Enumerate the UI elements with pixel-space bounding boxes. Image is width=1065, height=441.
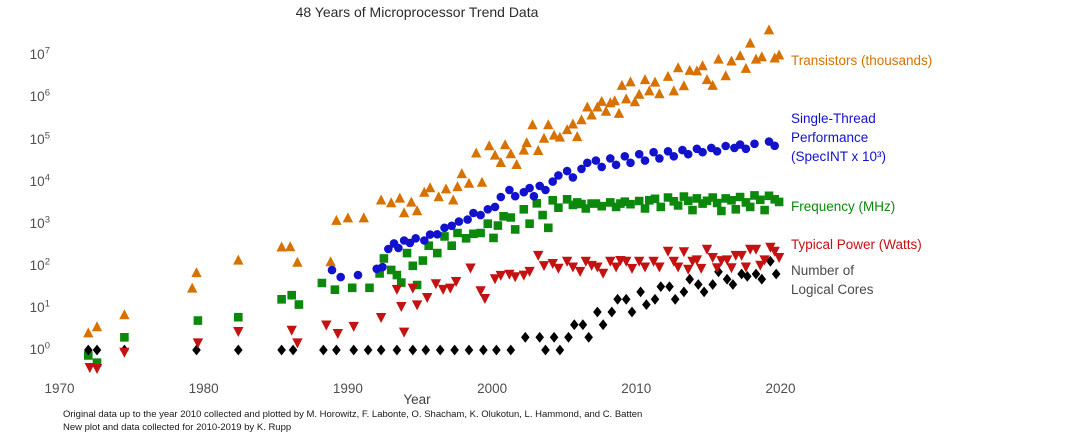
series-single-thread-performance-points [327,137,780,282]
y-tick-label: 107 [29,45,50,63]
x-tick-label: 1970 [44,381,75,396]
legend-frequency: Frequency (MHz) [791,199,896,214]
legend-transistors: Transistors (thousands) [791,53,933,68]
x-tick-label: 1990 [332,381,363,396]
footer-attribution-line1: Original data up to the year 2010 collec… [63,409,643,420]
x-tick-label: 2010 [621,381,652,396]
y-tick-label: 106 [29,87,50,105]
y-tick-label: 101 [29,298,50,315]
series-frequency-points [84,191,784,367]
legend-single-thread-performance: Single-Thread Performance (SpecINT x 10³… [791,111,887,164]
legend-typical-power: Typical Power (Watts) [791,237,922,252]
series-logical-cores-points [84,255,781,356]
y-tick-label: 105 [29,130,50,147]
series-typical-power-points [84,242,785,374]
x-tick-label: 2020 [765,381,796,396]
y-tick-label: 103 [29,214,50,231]
y-tick-label: 100 [29,340,50,357]
x-axis-label: Year [403,392,431,407]
legend-logical-cores: Number of Logical Cores [791,263,874,297]
chart-title: 48 Years of Microprocessor Trend Data [295,4,539,20]
y-tick-label: 102 [29,256,50,273]
x-tick-label: 2000 [477,381,508,396]
x-tick-label: 1980 [188,381,219,396]
footer-attribution-line2: New plot and data collected for 2010-201… [63,422,292,433]
y-tick-label: 104 [29,172,50,189]
series-transistors-points [83,24,785,338]
